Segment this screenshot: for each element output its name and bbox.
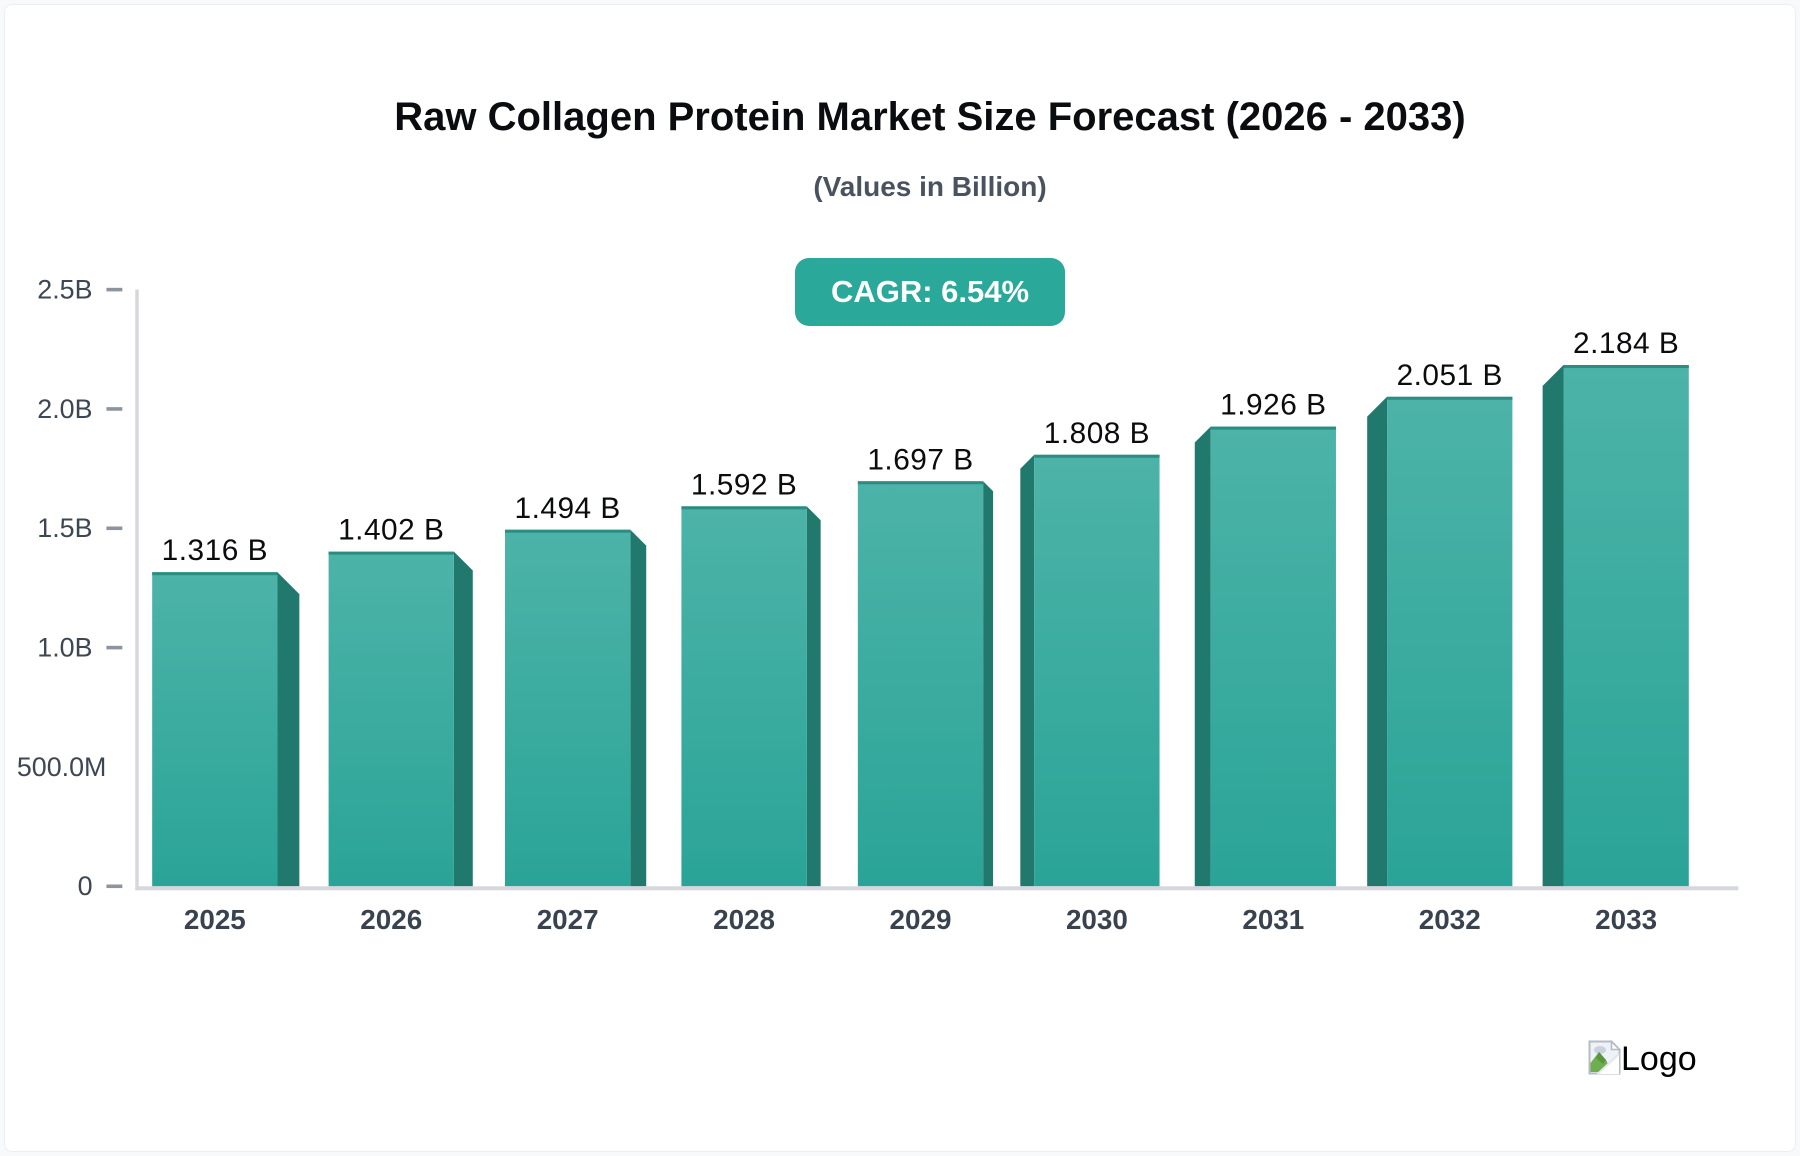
bar-top-edge [328,551,454,555]
bar-side-face [630,529,647,887]
bar-top-edge [505,529,631,533]
bar-front-face [857,481,984,887]
bar-2026: 1.402 B 2026 [328,514,473,935]
bar-side-face [983,481,994,887]
bar-side-face [453,551,473,887]
chart-card: Raw Collagen Protein Market Size Forecas… [4,4,1796,1152]
bar-2025: 1.316 B 2025 [152,534,300,935]
bar-2029: 1.697 B 2029 [857,443,994,935]
bar-side-face [1020,454,1035,887]
bar-2032: 2.051 B 2032 [1367,359,1513,935]
bar-front-face [681,506,807,887]
bar-2028: 1.592 B 2028 [681,468,821,935]
bar-front-face [1210,426,1336,887]
chart-subtitle: (Values in Billion) [813,171,1047,202]
y-axis-label: 500.0M [17,752,107,782]
y-axis-line [135,289,139,891]
x-axis-label: 2028 [713,904,775,935]
y-axis-tick [106,526,123,531]
bar-side-face [1542,365,1564,887]
bar-2031: 1.926 B 2031 [1194,389,1336,935]
logo-alt-text: Logo [1621,1040,1697,1078]
bar-chart: 0 500.0M 1.0B 1.5B 2.0B 2.5B 1.316 B 2025 1.402 … [17,275,1739,935]
bar-front-face [1563,365,1689,887]
x-axis-label: 2027 [537,904,599,935]
bar-side-face [277,572,300,887]
bar-value-label: 1.926 B [1220,389,1326,422]
bar-top-edge [1387,396,1513,400]
bar-2033: 2.184 B 2033 [1542,327,1689,935]
bar-front-face [152,572,278,887]
y-axis-label: 2.5B [37,275,92,305]
cagr-badge-row: CAGR: 6.54% [55,258,1795,326]
bar-top-edge [857,481,984,485]
y-axis-label: 1.5B [37,513,92,543]
bar-value-label: 1.697 B [867,443,973,476]
bar-front-face [1034,454,1160,887]
bar-2030: 1.808 B 2030 [1020,417,1160,935]
bar-value-label: 1.402 B [338,514,444,547]
bar-side-face [806,506,821,887]
bar-top-edge [681,506,807,510]
x-axis-label: 2033 [1595,904,1657,935]
y-axis-label: 0 [78,871,93,901]
x-axis-label: 2030 [1066,904,1128,935]
x-axis-line [135,886,1739,891]
y-axis-tick [106,884,123,889]
x-axis-label: 2025 [184,904,246,935]
bar-value-label: 1.808 B [1044,417,1150,450]
logo: Logo [1588,1039,1697,1076]
bar-value-label: 1.592 B [691,468,797,501]
bar-top-edge [152,572,278,576]
bar-side-face [1194,426,1211,887]
y-axis-label: 2.0B [37,394,92,424]
bar-side-face [1367,396,1388,887]
bar-top-edge [1034,454,1160,458]
cagr-badge: CAGR: 6.54% [794,258,1066,326]
bar-top-edge [1563,365,1689,369]
x-axis-label: 2031 [1242,904,1304,935]
x-axis-label: 2026 [360,904,422,935]
y-axis-tick [106,407,123,411]
y-axis-tick [106,287,123,292]
broken-image-icon [1588,1039,1621,1075]
x-axis-label: 2032 [1419,904,1481,935]
bar-front-face [505,529,631,887]
bar-value-label: 2.051 B [1397,359,1503,392]
bar-value-label: 1.316 B [162,534,268,567]
bar-2027: 1.494 B 2027 [505,492,647,935]
y-axis-label: 1.0B [37,633,92,663]
bar-front-face [328,551,454,887]
y-axis-tick [106,645,123,650]
bar-value-label: 1.494 B [515,492,621,525]
bar-front-face [1387,396,1513,887]
x-axis-label: 2029 [890,904,952,935]
chart-title: Raw Collagen Protein Market Size Forecas… [394,95,1466,139]
bar-top-edge [1210,426,1336,430]
bar-value-label: 2.184 B [1573,327,1679,360]
